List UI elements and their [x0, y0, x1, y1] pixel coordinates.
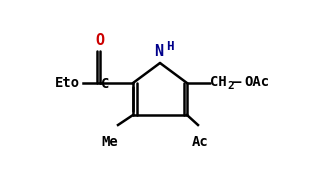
- Text: H: H: [166, 40, 173, 53]
- Text: —: —: [233, 75, 241, 89]
- Text: Me: Me: [102, 135, 118, 149]
- Text: N: N: [154, 44, 164, 59]
- Text: C: C: [101, 77, 109, 91]
- Text: O: O: [95, 33, 105, 48]
- Text: Eto: Eto: [55, 76, 80, 90]
- Text: Ac: Ac: [192, 135, 208, 149]
- Text: 2: 2: [227, 81, 234, 91]
- Text: OAc: OAc: [244, 75, 269, 89]
- Text: CH: CH: [210, 75, 227, 89]
